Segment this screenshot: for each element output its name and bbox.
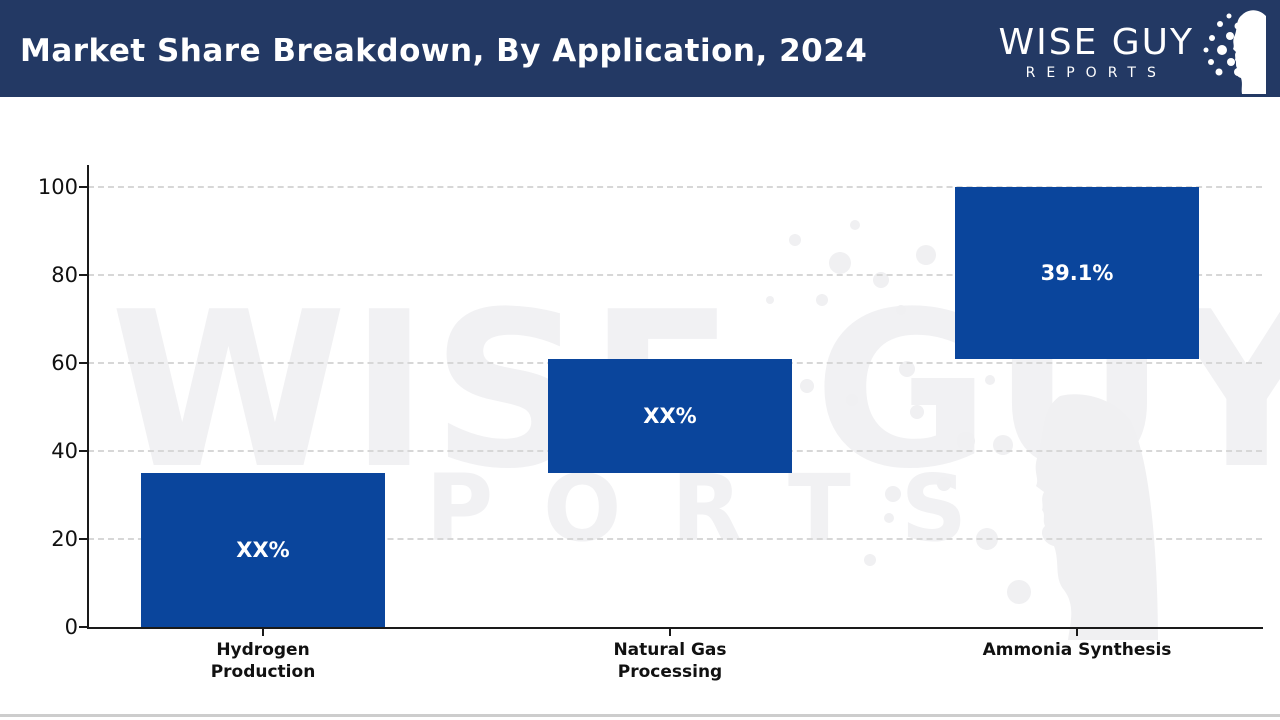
footer-divider: [0, 714, 1280, 717]
y-tick-mark: [79, 274, 88, 276]
x-tick-mark: [669, 627, 671, 636]
x-tick-mark: [262, 627, 264, 636]
x-tick-mark: [1076, 627, 1078, 636]
x-axis-spine: [87, 627, 1263, 629]
y-tick-label-100: 100: [37, 175, 78, 199]
brand-subtitle: REPORTS: [1025, 65, 1167, 81]
x-axis-label-natural-gas-processing: Natural Gas Processing: [613, 640, 727, 682]
bar-value-label: 39.1%: [1040, 260, 1114, 285]
bar-value-label: XX%: [236, 538, 290, 562]
gridline-100: [88, 186, 1262, 188]
y-tick-mark: [79, 362, 88, 364]
dotted-head-profile-watermark: [766, 220, 1158, 640]
page-title: Market Share Breakdown, By Application, …: [20, 33, 868, 69]
dotted-head-profile-icon: [1203, 10, 1266, 94]
bar-value-label: XX%: [643, 403, 697, 428]
y-tick-mark: [79, 186, 88, 188]
header-bar: Market Share Breakdown, By Application, …: [0, 0, 1280, 97]
y-axis-spine: [87, 165, 89, 629]
brand-name: WISE GUY: [998, 22, 1194, 63]
y-tick-label-60: 60: [51, 351, 78, 375]
gridline-20: [88, 538, 1262, 540]
y-tick-mark: [79, 626, 88, 628]
y-tick-label-20: 20: [51, 527, 78, 551]
bar-ammonia-synthesis: 39.1%: [955, 187, 1199, 359]
y-tick-mark: [79, 450, 88, 452]
bar-natural-gas-processing: XX%: [548, 358, 792, 473]
brand-logo: WISE GUY REPORTS: [999, 6, 1266, 94]
x-axis-label-ammonia-synthesis: Ammonia Synthesis: [982, 640, 1172, 660]
y-tick-mark: [79, 538, 88, 540]
x-axis-label-hydrogen-production: Hydrogen Production: [210, 640, 316, 682]
bar-hydrogen-production: XX%: [141, 473, 385, 627]
gridline-80: [88, 274, 1262, 276]
brand-logo-text: WISE GUY REPORTS: [999, 22, 1195, 81]
y-tick-label-40: 40: [51, 439, 78, 463]
y-tick-label-0: 0: [64, 615, 78, 639]
y-tick-label-80: 80: [51, 263, 78, 287]
